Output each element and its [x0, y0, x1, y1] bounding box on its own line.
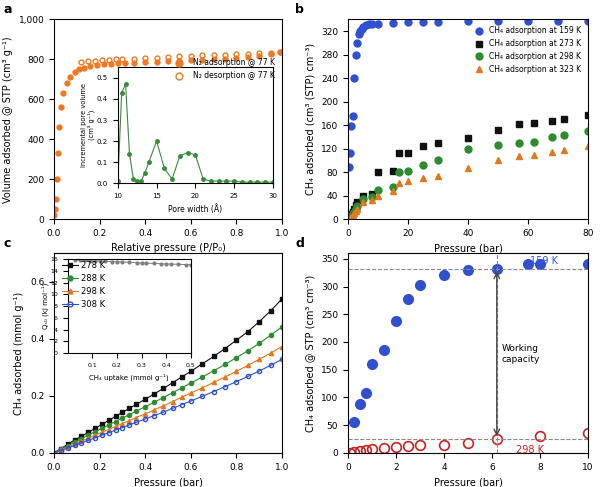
Text: a: a	[4, 3, 13, 17]
Legend: 278 K, 288 K, 298 K, 308 K: 278 K, 288 K, 298 K, 308 K	[58, 258, 108, 313]
Y-axis label: CH₄ adsorbed @ STP (cm³ cm⁻³): CH₄ adsorbed @ STP (cm³ cm⁻³)	[305, 275, 316, 431]
X-axis label: Pressure (bar): Pressure (bar)	[434, 477, 502, 487]
Text: c: c	[4, 237, 11, 250]
Text: Working
capacity: Working capacity	[502, 344, 540, 364]
Text: 298 K: 298 K	[516, 445, 544, 455]
X-axis label: Pressure (bar): Pressure (bar)	[134, 477, 202, 487]
Y-axis label: CH₄ adsorbed (mmol g⁻¹): CH₄ adsorbed (mmol g⁻¹)	[14, 291, 25, 415]
Text: d: d	[295, 237, 304, 250]
Y-axis label: CH₄ adsorbed (cm³ (STP) cm⁻³): CH₄ adsorbed (cm³ (STP) cm⁻³)	[305, 43, 316, 195]
Y-axis label: Volume adsorbed @ STP (cm³ g⁻¹): Volume adsorbed @ STP (cm³ g⁻¹)	[3, 36, 13, 203]
Legend: N₂ adsorption @ 77 K, N₂ desorption @ 77 K: N₂ adsorption @ 77 K, N₂ desorption @ 77…	[169, 56, 278, 83]
X-axis label: Relative pressure (P/P₀): Relative pressure (P/P₀)	[110, 244, 226, 253]
Text: b: b	[295, 3, 304, 17]
Text: 159 K: 159 K	[530, 256, 559, 266]
X-axis label: Pressure (bar): Pressure (bar)	[434, 244, 502, 253]
Legend: CH₄ adsorption at 159 K, CH₄ adsorption at 273 K, CH₄ adsorption at 298 K, CH₄ a: CH₄ adsorption at 159 K, CH₄ adsorption …	[469, 23, 584, 77]
